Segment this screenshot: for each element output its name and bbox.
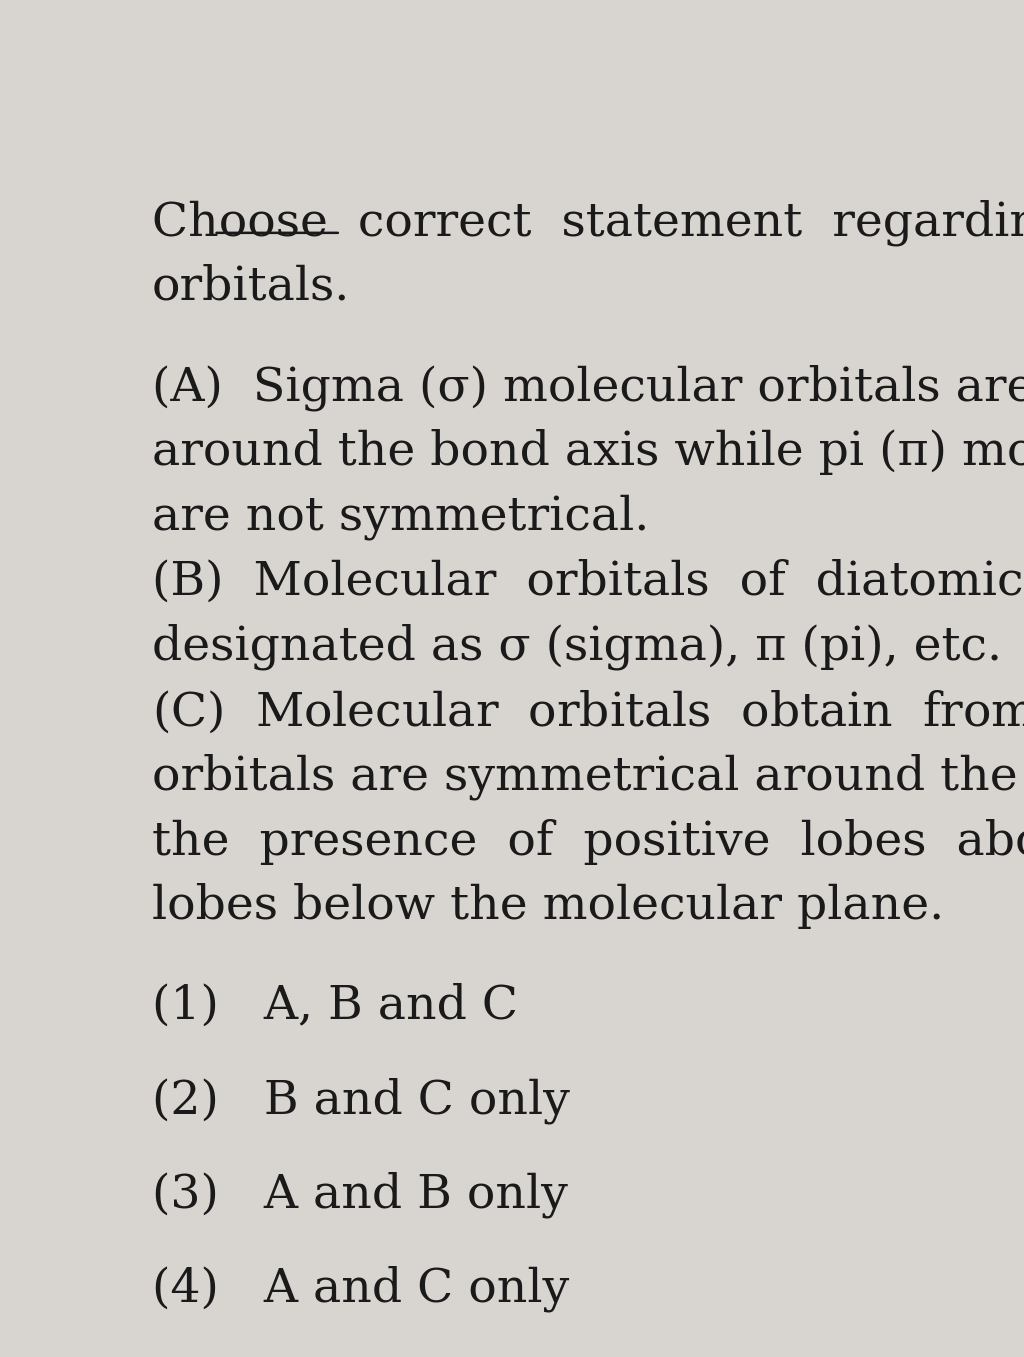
Text: (C)  Molecular  orbitals  obtain  from  2P$_x$  and  2P$_y$: (C) Molecular orbitals obtain from 2P$_x… (152, 688, 1024, 744)
Text: (1)   A, B and C: (1) A, B and C (152, 984, 518, 1029)
Text: (2)   B and C only: (2) B and C only (152, 1077, 569, 1124)
Text: (B)  Molecular  orbitals  of  diatomic  molecules  are: (B) Molecular orbitals of diatomic molec… (152, 559, 1024, 604)
Text: designated as σ (sigma), π (pi), etc.: designated as σ (sigma), π (pi), etc. (152, 624, 1001, 670)
Text: orbitals.: orbitals. (152, 265, 350, 309)
Text: the  presence  of  positive  lobes  above  and  negative: the presence of positive lobes above and… (152, 818, 1024, 864)
Text: are not symmetrical.: are not symmetrical. (152, 494, 649, 540)
Text: (3)   A and B only: (3) A and B only (152, 1171, 567, 1217)
Text: lobes below the molecular plane.: lobes below the molecular plane. (152, 883, 944, 930)
Text: (A)  Sigma (σ) molecular orbitals are symmetrical: (A) Sigma (σ) molecular orbitals are sym… (152, 365, 1024, 411)
Text: orbitals are symmetrical around the bond axis because: orbitals are symmetrical around the bond… (152, 753, 1024, 799)
Text: around the bond axis while pi (π) molecular orbitals: around the bond axis while pi (π) molecu… (152, 429, 1024, 475)
Text: Choose  correct  statement  regarding  molecular: Choose correct statement regarding molec… (152, 199, 1024, 246)
Text: (4)   A and C only: (4) A and C only (152, 1265, 569, 1312)
